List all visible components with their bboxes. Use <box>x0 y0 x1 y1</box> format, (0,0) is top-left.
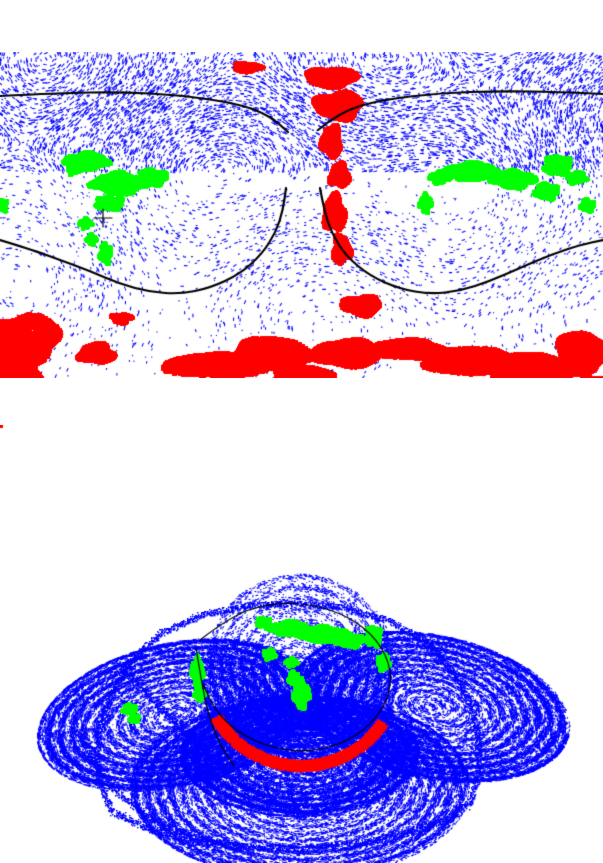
oblique-3d-projection-canvas <box>0 425 603 863</box>
rectangular-projection-canvas <box>0 52 603 378</box>
oblique-3d-projection-panel <box>0 425 603 863</box>
rectangular-projection-panel <box>0 52 603 378</box>
